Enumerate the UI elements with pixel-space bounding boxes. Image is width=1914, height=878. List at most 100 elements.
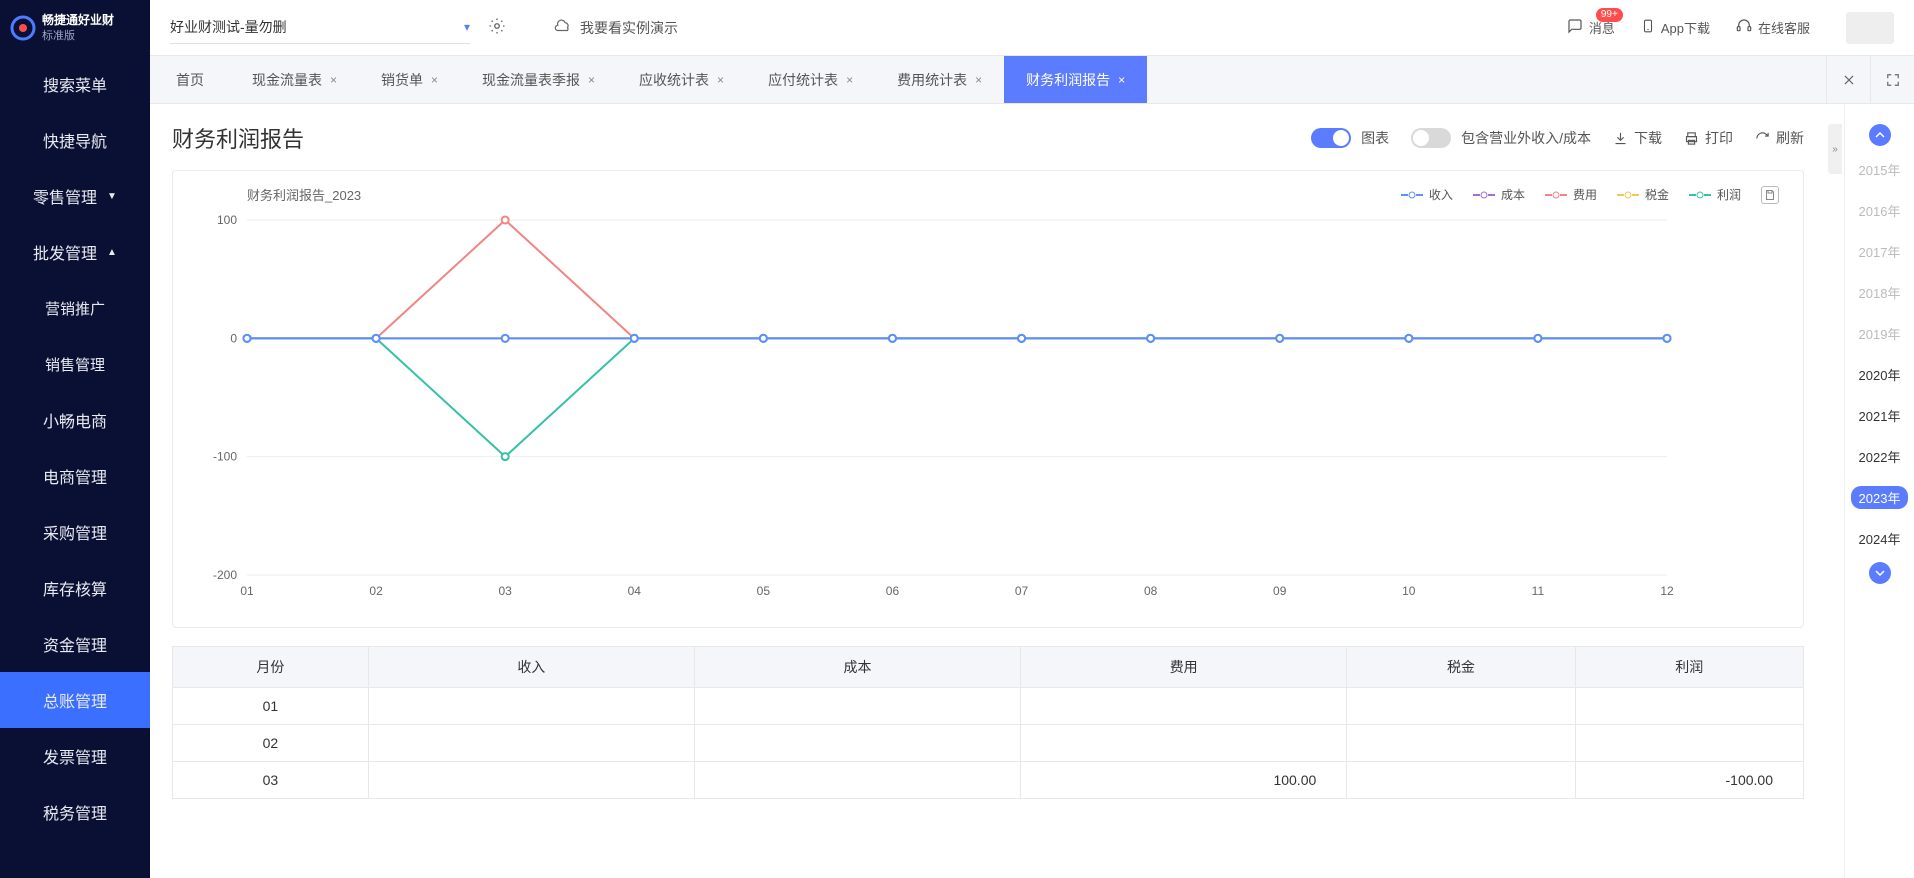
table-header-cell: 利润 bbox=[1575, 647, 1803, 688]
headset-icon bbox=[1736, 18, 1752, 37]
brand-text: 畅捷通好业财 标准版 bbox=[42, 14, 114, 41]
legend-label: 利润 bbox=[1717, 186, 1741, 203]
close-icon[interactable]: × bbox=[588, 73, 595, 87]
table-cell bbox=[1347, 762, 1575, 799]
tab-payable-stats[interactable]: 应付统计表× bbox=[746, 56, 875, 103]
table-cell bbox=[368, 725, 694, 762]
year-item[interactable]: 2021年 bbox=[1851, 404, 1909, 427]
tab-expense-stats[interactable]: 费用统计表× bbox=[875, 56, 1004, 103]
demo-label: 我要看实例演示 bbox=[580, 18, 678, 38]
tab-profit-report[interactable]: 财务利润报告× bbox=[1004, 56, 1147, 103]
chart-title: 财务利润报告_2023 bbox=[187, 179, 421, 210]
close-icon[interactable]: × bbox=[431, 73, 438, 87]
messages-badge: 99+ bbox=[1596, 8, 1623, 22]
app-download-button[interactable]: App下载 bbox=[1641, 18, 1710, 37]
svg-text:12: 12 bbox=[1660, 584, 1674, 598]
sidebar-item-search-menu[interactable]: 搜索菜单 bbox=[0, 56, 150, 112]
close-icon[interactable]: × bbox=[975, 73, 982, 87]
table-header-cell: 月份 bbox=[173, 647, 369, 688]
table-header-cell: 费用 bbox=[1021, 647, 1347, 688]
sidebar-item-tax-mgmt[interactable]: 税务管理 bbox=[0, 784, 150, 840]
year-item[interactable]: 2018年 bbox=[1851, 281, 1909, 304]
refresh-button[interactable]: 刷新 bbox=[1755, 128, 1804, 148]
svg-text:06: 06 bbox=[886, 584, 900, 598]
year-item[interactable]: 2019年 bbox=[1851, 322, 1909, 345]
year-item[interactable]: 2016年 bbox=[1851, 199, 1909, 222]
year-item[interactable]: 2022年 bbox=[1851, 445, 1909, 468]
legend-item[interactable]: 税金 bbox=[1617, 186, 1669, 203]
sidebar-item-quick-nav[interactable]: 快捷导航 bbox=[0, 112, 150, 168]
sidebar-item-wholesale-mgmt[interactable]: 批发管理▲ bbox=[0, 224, 150, 280]
sidebar-item-label: 批发管理 bbox=[33, 240, 97, 264]
close-icon[interactable]: × bbox=[1118, 73, 1125, 87]
legend-item[interactable]: 利润 bbox=[1689, 186, 1741, 203]
close-all-tabs-button[interactable] bbox=[1826, 56, 1870, 103]
year-item[interactable]: 2015年 bbox=[1851, 158, 1909, 181]
tab-sales-order[interactable]: 销货单× bbox=[359, 56, 460, 103]
sidebar-item-label: 总账管理 bbox=[43, 688, 107, 712]
legend-item[interactable]: 成本 bbox=[1473, 186, 1525, 203]
table-row: 02 bbox=[173, 725, 1804, 762]
tab-cash-flow-q[interactable]: 现金流量表季报× bbox=[460, 56, 617, 103]
sidebar-item-purchase-mgmt[interactable]: 采购管理 bbox=[0, 504, 150, 560]
tab-home[interactable]: 首页 bbox=[150, 56, 230, 103]
year-item[interactable]: 2023年 bbox=[1851, 486, 1909, 509]
table-cell bbox=[694, 762, 1020, 799]
sidebar-item-label: 税务管理 bbox=[43, 800, 107, 824]
table-row: 03100.00-100.00 bbox=[173, 762, 1804, 799]
close-icon[interactable]: × bbox=[717, 73, 724, 87]
support-label: 在线客服 bbox=[1758, 18, 1810, 37]
support-button[interactable]: 在线客服 bbox=[1736, 18, 1810, 37]
demo-link[interactable]: 我要看实例演示 bbox=[554, 17, 678, 38]
table-cell bbox=[1347, 725, 1575, 762]
sidebar-item-funds-mgmt[interactable]: 资金管理 bbox=[0, 616, 150, 672]
close-icon[interactable]: × bbox=[330, 73, 337, 87]
sidebar-item-marketing[interactable]: 营销推广 bbox=[0, 280, 150, 336]
print-button[interactable]: 打印 bbox=[1684, 128, 1733, 148]
user-avatar[interactable] bbox=[1846, 12, 1894, 44]
topbar: 好业财测试-量勿删 ▾ 我要看实例演示 bbox=[150, 0, 1914, 56]
legend-item[interactable]: 收入 bbox=[1401, 186, 1453, 203]
legend-label: 费用 bbox=[1573, 186, 1597, 203]
sidebar-item-inventory-accounting[interactable]: 库存核算 bbox=[0, 560, 150, 616]
workspace-selector[interactable]: 好业财测试-量勿删 ▾ bbox=[170, 11, 470, 44]
year-item[interactable]: 2017年 bbox=[1851, 240, 1909, 263]
sidebar: 畅捷通好业财 标准版 搜索菜单快捷导航零售管理▼批发管理▲营销推广销售管理小畅电… bbox=[0, 0, 150, 878]
sidebar-item-label: 采购管理 bbox=[43, 520, 107, 544]
sidebar-item-ledger-mgmt[interactable]: 总账管理 bbox=[0, 672, 150, 728]
year-scroll-down-button[interactable] bbox=[1869, 562, 1891, 584]
print-label: 打印 bbox=[1705, 128, 1733, 148]
legend-item[interactable]: 费用 bbox=[1545, 186, 1597, 203]
tab-receivable-stats[interactable]: 应收统计表× bbox=[617, 56, 746, 103]
sidebar-item-label: 快捷导航 bbox=[43, 128, 107, 152]
save-chart-icon[interactable] bbox=[1761, 186, 1779, 204]
year-item[interactable]: 2020年 bbox=[1851, 363, 1909, 386]
external-toggle[interactable] bbox=[1411, 128, 1451, 148]
sidebar-item-ecommerce-mgmt[interactable]: 电商管理 bbox=[0, 448, 150, 504]
settings-button[interactable] bbox=[488, 17, 506, 38]
fullscreen-button[interactable] bbox=[1870, 56, 1914, 103]
sidebar-item-invoice-mgmt[interactable]: 发票管理 bbox=[0, 728, 150, 784]
table-cell bbox=[1575, 725, 1803, 762]
sidebar-item-label: 销售管理 bbox=[45, 354, 105, 375]
drawer-handle[interactable]: » bbox=[1826, 104, 1844, 878]
year-item[interactable]: 2024年 bbox=[1851, 527, 1909, 550]
chart-toggle[interactable] bbox=[1311, 128, 1351, 148]
chevron-down-icon: ▾ bbox=[464, 20, 470, 34]
svg-text:03: 03 bbox=[499, 584, 513, 598]
download-label: 下载 bbox=[1634, 128, 1662, 148]
sidebar-item-xc-ecommerce[interactable]: 小畅电商 bbox=[0, 392, 150, 448]
close-icon[interactable]: × bbox=[846, 73, 853, 87]
tab-cash-flow[interactable]: 现金流量表× bbox=[230, 56, 359, 103]
download-button[interactable]: 下载 bbox=[1613, 128, 1662, 148]
year-scroll-up-button[interactable] bbox=[1869, 124, 1891, 146]
svg-text:100: 100 bbox=[217, 213, 237, 227]
sidebar-item-sales-mgmt[interactable]: 销售管理 bbox=[0, 336, 150, 392]
sidebar-item-label: 库存核算 bbox=[43, 576, 107, 600]
table-header-cell: 收入 bbox=[368, 647, 694, 688]
sidebar-item-retail-mgmt[interactable]: 零售管理▼ bbox=[0, 168, 150, 224]
table-cell: 01 bbox=[173, 688, 369, 725]
svg-text:02: 02 bbox=[369, 584, 383, 598]
messages-button[interactable]: 消息 99+ bbox=[1567, 18, 1615, 37]
brand-subtitle: 标准版 bbox=[42, 30, 114, 42]
